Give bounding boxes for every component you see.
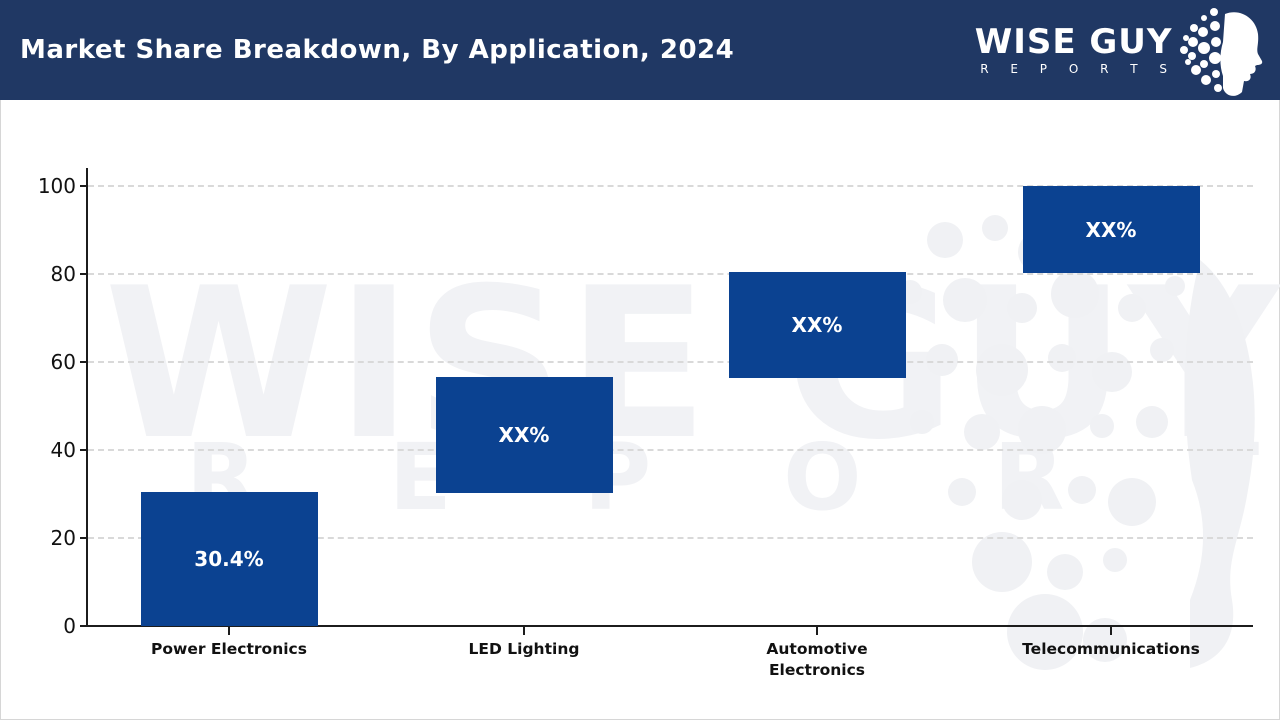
wiseguy-logo: WISE GUY R E P O R T S <box>971 4 1280 96</box>
wiseguy-logo-name: WISE GUY <box>974 21 1173 62</box>
page-title: Market Share Breakdown, By Application, … <box>20 35 735 65</box>
wiseguy-head-icon <box>1180 8 1263 96</box>
bar-led-lighting: XX% <box>435 376 613 493</box>
bar-telecommunications: XX% <box>1022 186 1200 273</box>
gridline-80 <box>88 273 1253 275</box>
gridline-60 <box>88 361 1253 363</box>
x-axis-tick-2 <box>816 627 818 635</box>
y-axis-label-0: 0 <box>63 614 76 638</box>
x-axis-tick-0 <box>228 627 230 635</box>
y-axis-tick-20 <box>80 537 88 539</box>
y-axis-label-100: 100 <box>37 174 76 198</box>
bar-power-electronics: 30.4% <box>140 492 318 626</box>
x-axis-category-label: Telecommunications <box>1022 640 1200 658</box>
y-axis-tick-80 <box>80 273 88 275</box>
y-axis-label-80: 80 <box>50 262 76 286</box>
wiseguy-logo-text: WISE GUY R E P O R T S <box>971 25 1176 76</box>
y-axis-tick-40 <box>80 449 88 451</box>
x-axis-tick-1 <box>523 627 525 635</box>
y-axis-line <box>86 168 88 627</box>
bar-value-label: XX% <box>498 422 550 447</box>
x-axis-category-label: LED Lighting <box>468 640 580 658</box>
bar-value-label: XX% <box>1085 217 1137 242</box>
watermark-reports-text: R E P O R T S <box>186 424 1280 531</box>
x-axis-category-label: Automotive Electronics <box>766 640 868 679</box>
y-axis-label-60: 60 <box>50 350 76 374</box>
bar-value-label: 30.4% <box>194 547 264 572</box>
wiseguy-logo-tagline: R E P O R T S <box>980 61 1176 76</box>
y-axis-label-40: 40 <box>50 438 76 462</box>
gridline-100 <box>88 185 1253 187</box>
gridline-20 <box>88 537 1253 539</box>
bar-value-label: XX% <box>791 312 843 337</box>
gridline-40 <box>88 449 1253 451</box>
y-axis-tick-100 <box>80 185 88 187</box>
x-axis-tick-3 <box>1110 627 1112 635</box>
bar-automotive-electronics: XX% <box>728 271 906 378</box>
x-axis-line <box>80 625 1253 627</box>
header-bar: Market Share Breakdown, By Application, … <box>0 0 1280 100</box>
x-axis-category-label: Power Electronics <box>151 640 307 658</box>
y-axis-label-20: 20 <box>50 526 76 550</box>
y-axis-tick-60 <box>80 361 88 363</box>
